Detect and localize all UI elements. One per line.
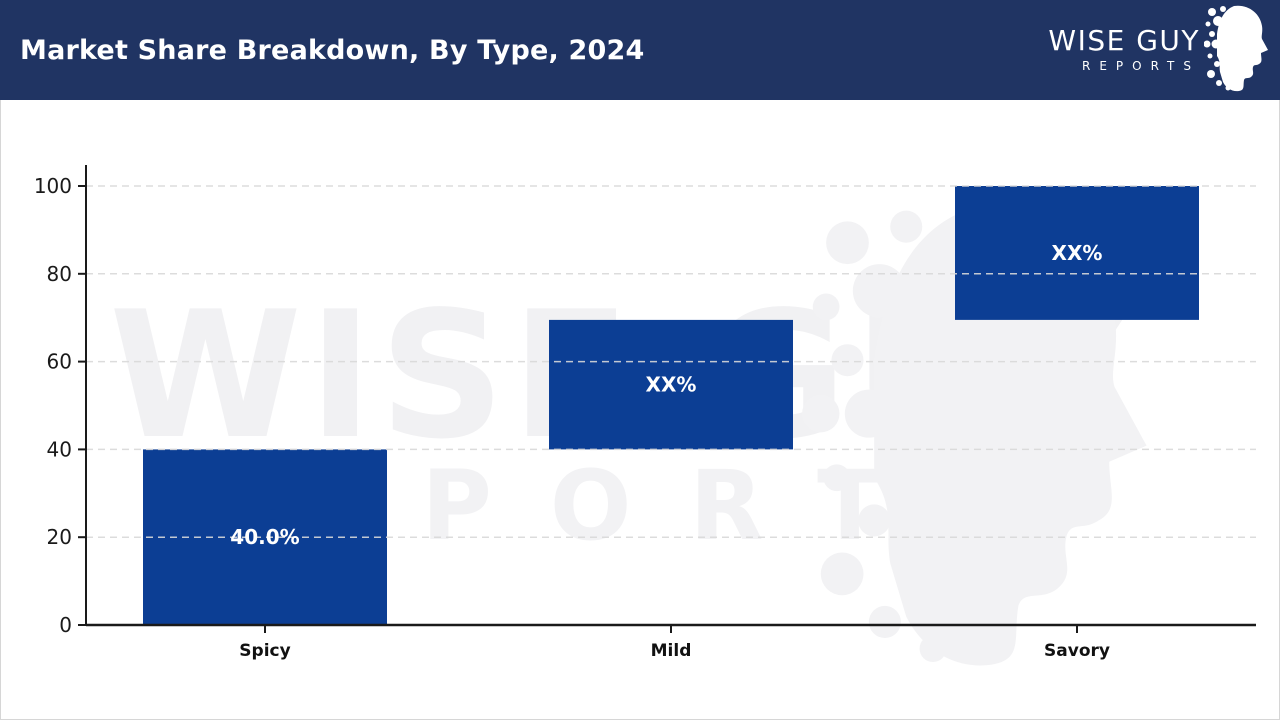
chart-canvas: WISE GUY REPORTS 0 20 40 60 80 100 Spicy 40.0% M… — [0, 100, 1280, 720]
bar-savory — [955, 186, 1199, 320]
logo-brand-name: WISE GUY — [1048, 24, 1200, 57]
y-tick-label: 60 — [47, 350, 72, 374]
x-tick-label-mild: Mild — [651, 641, 692, 661]
bar-mild — [549, 319, 793, 450]
y-tick-label: 40 — [47, 437, 72, 461]
page-title: Market Share Breakdown, By Type, 2024 — [20, 34, 645, 66]
bar-value-label: XX% — [646, 373, 697, 397]
y-tick-label: 80 — [47, 262, 72, 286]
y-tick-label: 20 — [47, 525, 72, 549]
x-tick-label-savory: Savory — [1044, 641, 1110, 661]
x-tick-label-spicy: Spicy — [239, 641, 290, 661]
plot: 0 20 40 60 80 100 Spicy 40.0% Mild XX% Savory XX% — [34, 165, 1256, 661]
logo-brand-sub: REPORTS — [1081, 59, 1200, 73]
bar-value-label: XX% — [1052, 241, 1103, 265]
y-tick-label: 0 — [59, 613, 72, 637]
wiseguy-face-icon — [1203, 4, 1270, 96]
bar-value-label: 40.0% — [230, 525, 299, 549]
header-bar: Market Share Breakdown, By Type, 2024 WI… — [0, 0, 1280, 100]
y-tick-label: 100 — [34, 174, 72, 198]
wiseguy-logo-text: WISE GUY REPORTS — [1048, 26, 1200, 74]
wiseguy-logo: WISE GUY REPORTS — [1048, 4, 1280, 96]
